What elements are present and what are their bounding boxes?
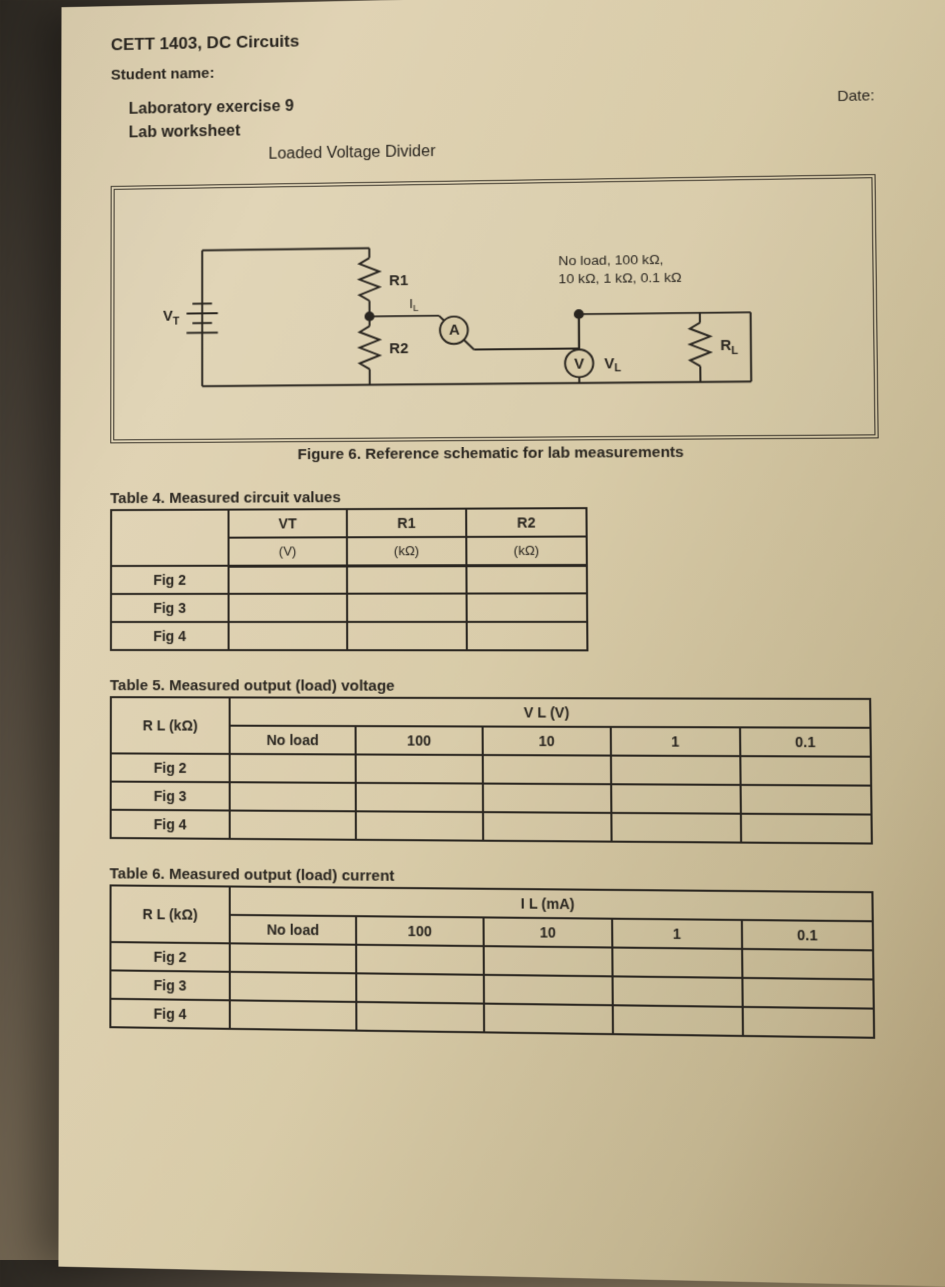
t4-h-r1: R1 bbox=[347, 509, 466, 538]
t4-row: Fig 3 bbox=[111, 594, 229, 622]
t4-u-vt: (V) bbox=[229, 537, 347, 565]
t6-row: Fig 4 bbox=[110, 999, 230, 1029]
table5: R L (kΩ) V L (V) No load 100 10 1 0.1 Fi… bbox=[110, 696, 873, 844]
circuit-diagram: VT R1 R2 IL A bbox=[114, 178, 874, 439]
student-name-label: Student name: bbox=[111, 52, 874, 84]
t5-span: V L (V) bbox=[230, 697, 871, 727]
worksheet-page: CETT 1403, DC Circuits Student name: Lab… bbox=[58, 0, 945, 1287]
r2-label: R2 bbox=[389, 341, 408, 357]
load-note-1: No load, 100 kΩ, bbox=[558, 252, 663, 269]
t5-row: Fig 4 bbox=[111, 810, 230, 839]
t4-h-vt: VT bbox=[229, 509, 347, 538]
r1-label: R1 bbox=[389, 273, 408, 289]
t4-row: Fig 2 bbox=[111, 566, 229, 594]
t4-u-r1: (kΩ) bbox=[347, 537, 466, 566]
t5-c: 10 bbox=[483, 727, 611, 756]
t6-row: Fig 2 bbox=[110, 942, 229, 972]
t5-col0: R L (kΩ) bbox=[111, 697, 230, 754]
il-label: IL bbox=[409, 296, 419, 314]
table5-title: Table 5. Measured output (load) voltage bbox=[110, 677, 882, 696]
rl-label: RL bbox=[720, 338, 739, 357]
t6-col0: R L (kΩ) bbox=[110, 885, 229, 943]
load-note-2: 10 kΩ, 1 kΩ, 0.1 kΩ bbox=[558, 269, 681, 286]
table6: R L (kΩ) I L (mA) No load 100 10 1 0.1 F… bbox=[109, 884, 875, 1038]
t5-row: Fig 2 bbox=[111, 753, 230, 782]
schematic-figure: VT R1 R2 IL A bbox=[110, 174, 878, 443]
vt-label: VT bbox=[163, 308, 180, 327]
ammeter-label: A bbox=[449, 323, 460, 339]
t5-c: No load bbox=[230, 726, 356, 755]
vl-label: VL bbox=[604, 356, 621, 375]
t4-u-r2: (kΩ) bbox=[466, 537, 587, 566]
t6-c: No load bbox=[230, 915, 356, 945]
t6-c: 100 bbox=[356, 916, 484, 946]
t6-row: Fig 3 bbox=[110, 970, 229, 1000]
t5-c: 0.1 bbox=[740, 727, 871, 756]
t4-row: Fig 4 bbox=[111, 622, 229, 650]
t6-c: 10 bbox=[484, 917, 613, 947]
course-code: CETT 1403, DC Circuits bbox=[111, 20, 874, 55]
t4-h-r2: R2 bbox=[466, 508, 586, 537]
date-label: Date: bbox=[837, 87, 875, 105]
t5-c: 100 bbox=[356, 726, 483, 755]
exercise-title: Loaded Voltage Divider bbox=[268, 136, 875, 164]
voltmeter-label: V bbox=[574, 356, 584, 372]
exercise-label: Laboratory exercise 9 bbox=[129, 98, 294, 119]
table4-title: Table 4. Measured circuit values bbox=[110, 486, 879, 507]
figure-caption: Figure 6. Reference schematic for lab me… bbox=[110, 442, 879, 464]
t5-c: 1 bbox=[611, 727, 741, 756]
t6-c: 1 bbox=[612, 919, 742, 949]
table4: VT R1 R2 (V) (kΩ) (kΩ) Fig 2 Fig 3 Fig 4 bbox=[110, 507, 589, 651]
t5-row: Fig 3 bbox=[111, 782, 230, 811]
t6-c: 0.1 bbox=[742, 920, 873, 950]
